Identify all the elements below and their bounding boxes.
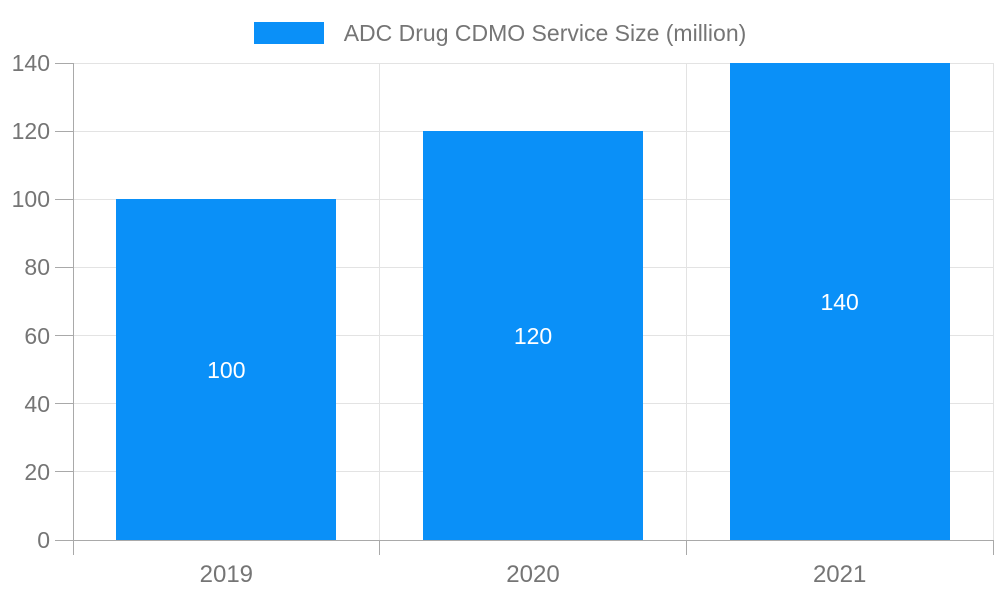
bar-value-label: 100 [207, 356, 246, 383]
y-axis-line [73, 63, 74, 540]
y-axis-tick [55, 471, 73, 473]
y-axis-tick [55, 198, 73, 200]
x-axis-tick [992, 540, 994, 555]
bar-value-label: 120 [513, 322, 553, 349]
gridline-horizontal [73, 62, 993, 64]
y-axis-tick [55, 539, 73, 541]
y-axis-tick [55, 130, 73, 132]
x-axis-tick [72, 540, 74, 555]
gridline-vertical [379, 63, 381, 540]
x-axis-label: 2020 [506, 561, 560, 588]
x-axis-line [73, 539, 993, 541]
y-axis-label: 0 [37, 527, 50, 553]
y-axis-label: 20 [24, 458, 50, 485]
bar-2020[interactable] [423, 131, 643, 540]
y-axis-label: 120 [11, 118, 50, 145]
x-axis-label: 2021 [812, 561, 867, 588]
x-axis-tick [379, 540, 381, 555]
y-axis-tick [55, 266, 73, 268]
legend-label: ADC Drug CDMO Service Size (million) [343, 20, 747, 46]
gridline-vertical [992, 63, 994, 540]
y-axis-label: 100 [11, 186, 50, 213]
bar-value-label: 140 [820, 288, 859, 315]
y-axis-tick [55, 335, 73, 337]
y-axis-tick [55, 62, 73, 64]
y-axis-label: 80 [24, 254, 50, 281]
x-axis-label: 2019 [199, 561, 254, 588]
y-axis-label: 140 [11, 50, 50, 76]
bar-2019[interactable] [116, 199, 337, 540]
y-axis-label: 40 [24, 390, 50, 417]
x-axis-tick [685, 540, 687, 555]
y-axis-label: 60 [24, 322, 50, 349]
y-axis-tick [55, 403, 73, 405]
legend[interactable]: ADC Drug CDMO Service Size (million) [0, 21, 1000, 45]
gridline-vertical [685, 63, 687, 540]
bar-2021[interactable] [729, 63, 950, 540]
legend-swatch[interactable] [253, 22, 324, 44]
